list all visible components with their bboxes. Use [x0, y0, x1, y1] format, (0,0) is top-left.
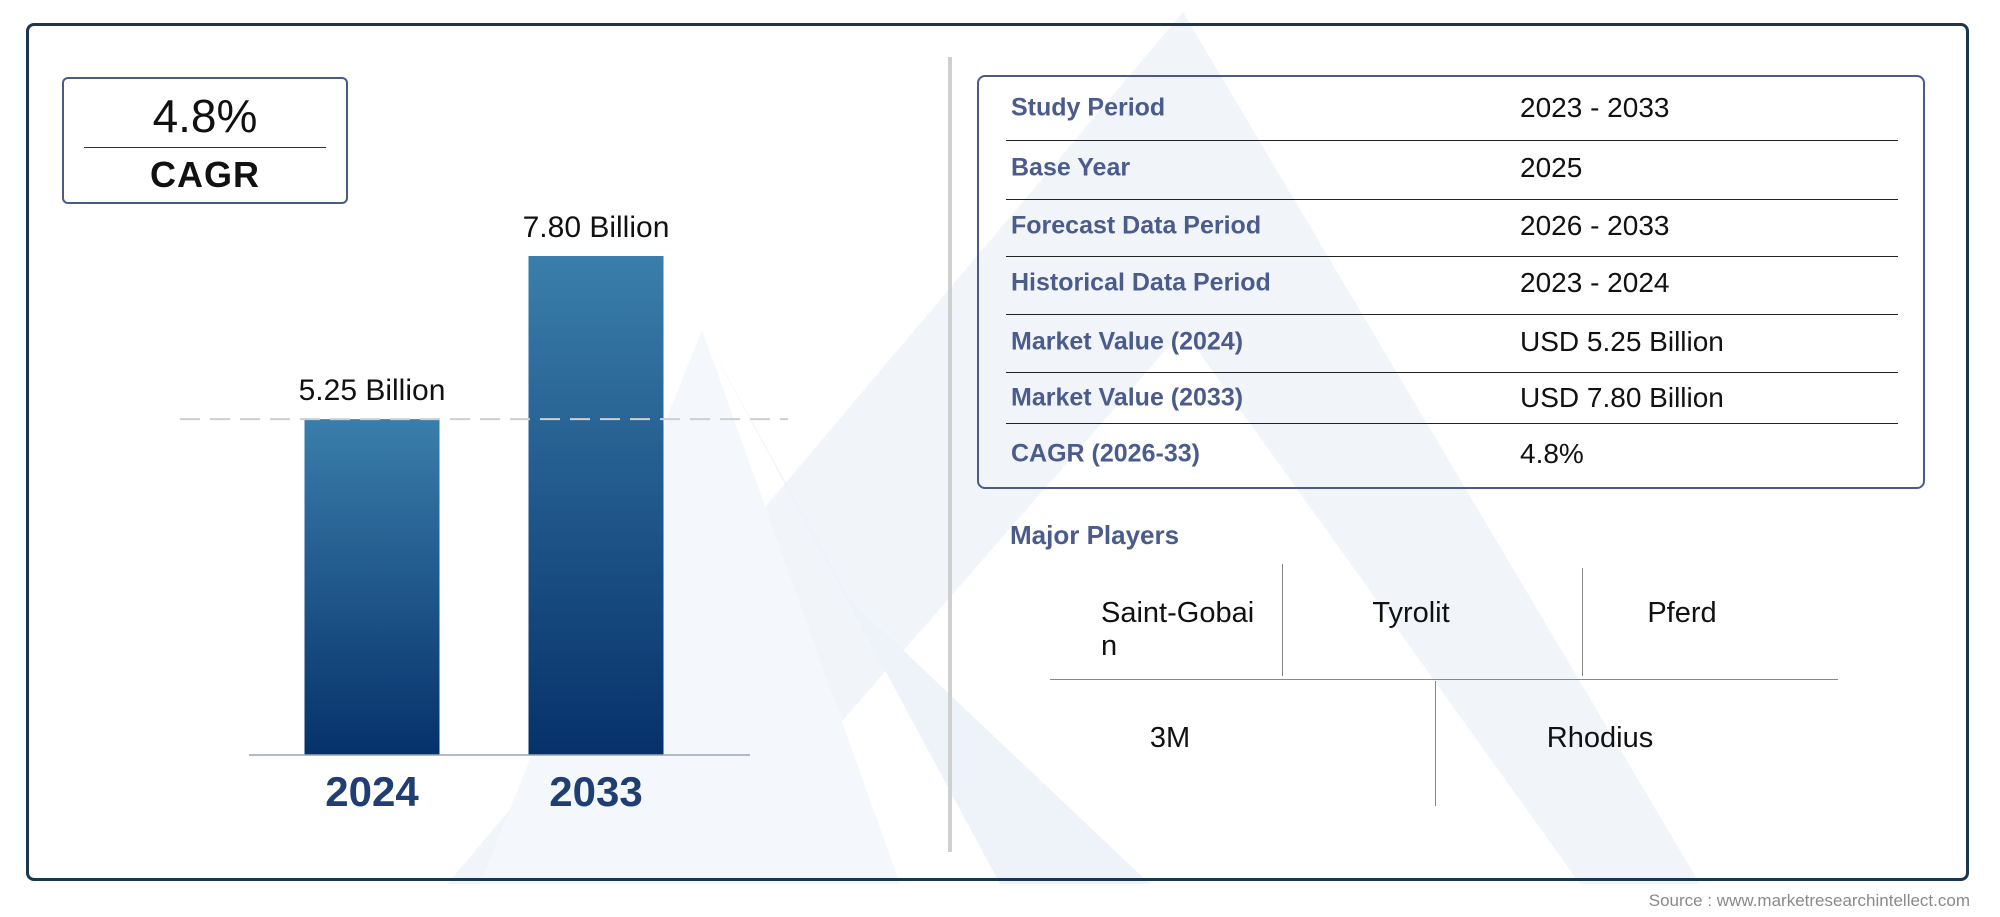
- major-players-title: Major Players: [1010, 520, 1180, 550]
- info-label: Base Year: [1011, 153, 1131, 182]
- info-value: 4.8%: [1520, 438, 1584, 469]
- info-label: Market Value (2033): [1011, 383, 1244, 412]
- cagr-box: 4.8% CAGR: [62, 77, 348, 204]
- cagr-divider: [84, 147, 326, 148]
- bar-2033: [528, 256, 664, 755]
- card-frame: [26, 23, 1969, 881]
- bar-2024: [304, 419, 440, 755]
- player-saint-gobain: Saint-Gobai n: [1101, 597, 1255, 662]
- x-tick-label: 2033: [549, 768, 643, 815]
- info-value: 2023 - 2024: [1520, 267, 1670, 298]
- info-value: 2023 - 2033: [1520, 92, 1670, 123]
- data-label: 7.80 Billion: [522, 211, 670, 244]
- info-value: 2026 - 2033: [1520, 210, 1670, 241]
- info-label: Historical Data Period: [1011, 268, 1271, 297]
- player-tyrolit: Tyrolit: [1372, 597, 1450, 629]
- info-table: [977, 75, 1925, 489]
- player-rhodius: Rhodius: [1546, 722, 1654, 754]
- cagr-value: 4.8%: [152, 90, 258, 142]
- data-label: 5.25 Billion: [298, 374, 446, 408]
- players-vline: [1435, 681, 1436, 806]
- info-label: CAGR (2026-33): [1011, 439, 1200, 468]
- row-divider: [1006, 256, 1898, 257]
- info-value: USD 7.80 Billion: [1520, 382, 1724, 413]
- info-label: Forecast Data Period: [1011, 211, 1262, 240]
- info-value: 2025: [1520, 152, 1583, 183]
- players-hline: [1050, 679, 1838, 680]
- vertical-divider: [948, 57, 952, 852]
- source-note: Source : www.marketresearchintellect.com: [1648, 891, 1970, 910]
- cagr-label: CAGR: [150, 154, 260, 195]
- row-divider: [1006, 372, 1898, 373]
- player-pferd: Pferd: [1647, 597, 1717, 629]
- players-vline: [1582, 568, 1583, 676]
- row-divider: [1006, 140, 1898, 141]
- info-label: Study Period: [1011, 93, 1166, 122]
- x-tick-label: 2024: [325, 768, 419, 815]
- players-vline: [1282, 564, 1283, 676]
- bar-chart: [180, 256, 788, 756]
- player-3m: 3M: [1149, 722, 1191, 754]
- row-divider: [1006, 314, 1898, 315]
- info-label: Market Value (2024): [1011, 327, 1244, 356]
- info-value: USD 5.25 Billion: [1520, 326, 1724, 357]
- row-divider: [1006, 423, 1898, 424]
- row-divider: [1006, 199, 1898, 200]
